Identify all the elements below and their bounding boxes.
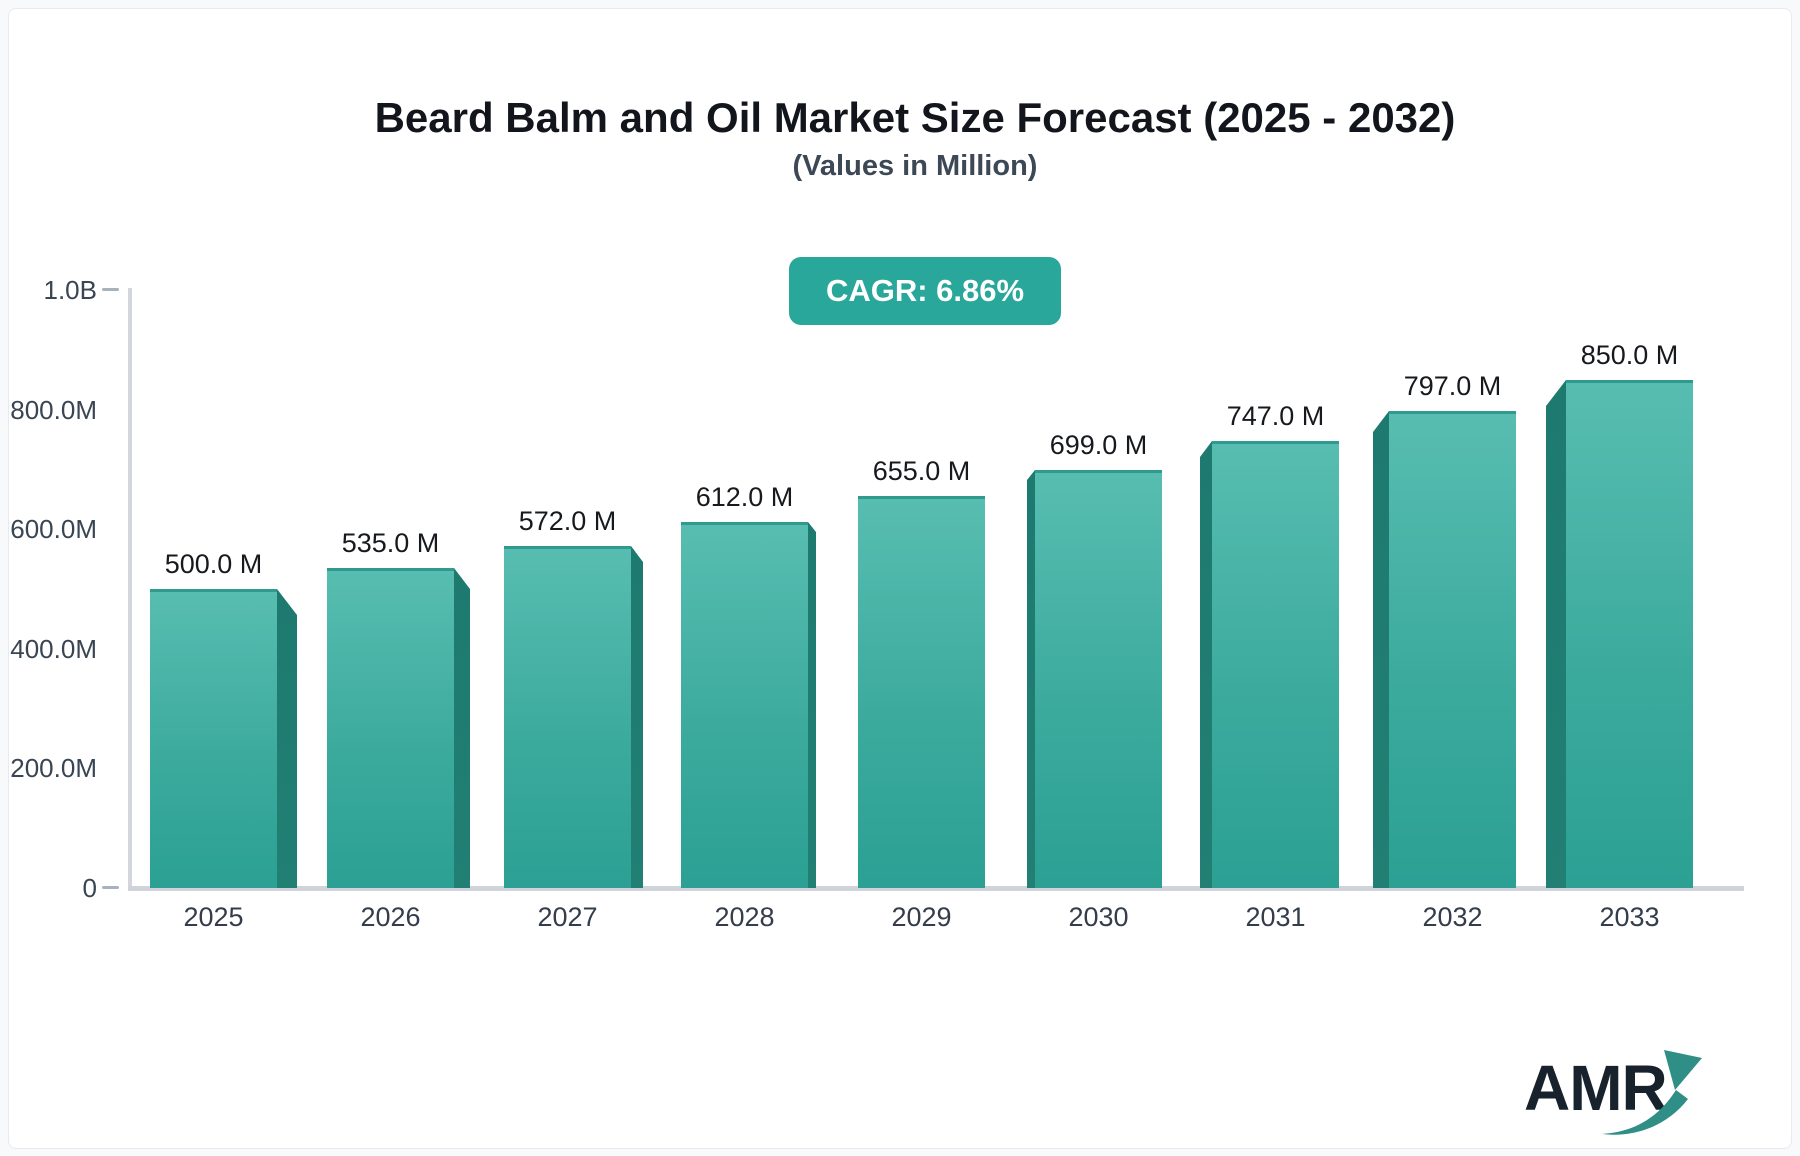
bar-value-label-2033: 850.0 M: [1580, 340, 1679, 370]
bar-2030[interactable]: [1035, 470, 1162, 888]
y-axis-tick: [102, 886, 119, 889]
x-axis-label-2031: 2031: [1245, 902, 1306, 932]
y-axis-label-800.0M: 800.0M: [10, 394, 97, 425]
x-axis-label-2029: 2029: [891, 902, 952, 932]
bar-2031[interactable]: [1212, 441, 1339, 888]
bar-value-label-2029: 655.0 M: [872, 456, 971, 486]
x-axis-label-2027: 2027: [537, 902, 598, 932]
bar-side-3d-2031: [1200, 441, 1212, 888]
bar-side-3d-2032: [1373, 411, 1389, 888]
bar-side-3d-2030: [1027, 470, 1035, 888]
bar-side-3d-2025: [277, 589, 297, 888]
y-axis-label-400.0M: 400.0M: [10, 633, 97, 664]
y-axis-label-0: 0: [82, 873, 97, 903]
cagr-badge: CAGR: 6.86%: [789, 257, 1061, 325]
bar-2029[interactable]: [858, 496, 985, 888]
bar-2025[interactable]: [150, 589, 277, 888]
bar-2032[interactable]: [1389, 411, 1516, 888]
chart-title: Beard Balm and Oil Market Size Forecast …: [374, 94, 1456, 141]
bar-value-label-2026: 535.0 M: [341, 528, 440, 558]
bar-value-label-2031: 747.0 M: [1226, 401, 1325, 431]
bar-value-label-2030: 699.0 M: [1049, 430, 1148, 460]
bar-2028[interactable]: [681, 522, 808, 888]
y-axis-tick: [102, 288, 119, 291]
x-axis-label-2030: 2030: [1068, 902, 1129, 932]
x-axis-label-2033: 2033: [1599, 902, 1660, 932]
y-axis-label-200.0M: 200.0M: [10, 753, 97, 784]
x-axis-label-2028: 2028: [714, 902, 775, 932]
bar-value-label-2025: 500.0 M: [164, 549, 263, 579]
bar-2027[interactable]: [504, 546, 631, 888]
y-axis-label-600.0M: 600.0M: [10, 514, 97, 545]
bar-value-label-2028: 612.0 M: [695, 482, 794, 512]
x-axis-label-2032: 2032: [1422, 902, 1483, 932]
bar-side-3d-2027: [631, 546, 643, 888]
chart-subtitle: (Values in Million): [792, 150, 1038, 182]
amr-logo: AMR: [1524, 1050, 1702, 1135]
x-axis-label-2026: 2026: [360, 902, 421, 932]
bar-2026[interactable]: [327, 568, 454, 888]
y-axis-line: [128, 288, 132, 890]
x-axis-label-2025: 2025: [183, 902, 244, 932]
x-axis-line: [128, 886, 1744, 891]
bar-side-3d-2033: [1546, 380, 1566, 888]
bar-side-3d-2026: [454, 568, 470, 888]
bar-2033[interactable]: [1566, 380, 1693, 888]
bar-side-3d-2028: [808, 522, 816, 888]
bar-value-label-2032: 797.0 M: [1403, 371, 1502, 401]
bar-value-label-2027: 572.0 M: [518, 506, 617, 536]
y-axis-label-1.0B: 1.0B: [43, 275, 98, 305]
cagr-badge-label: CAGR: 6.86%: [825, 273, 1025, 308]
amr-arrow-icon: [1602, 1050, 1702, 1135]
amr-logo-text: AMR: [1524, 1052, 1667, 1124]
